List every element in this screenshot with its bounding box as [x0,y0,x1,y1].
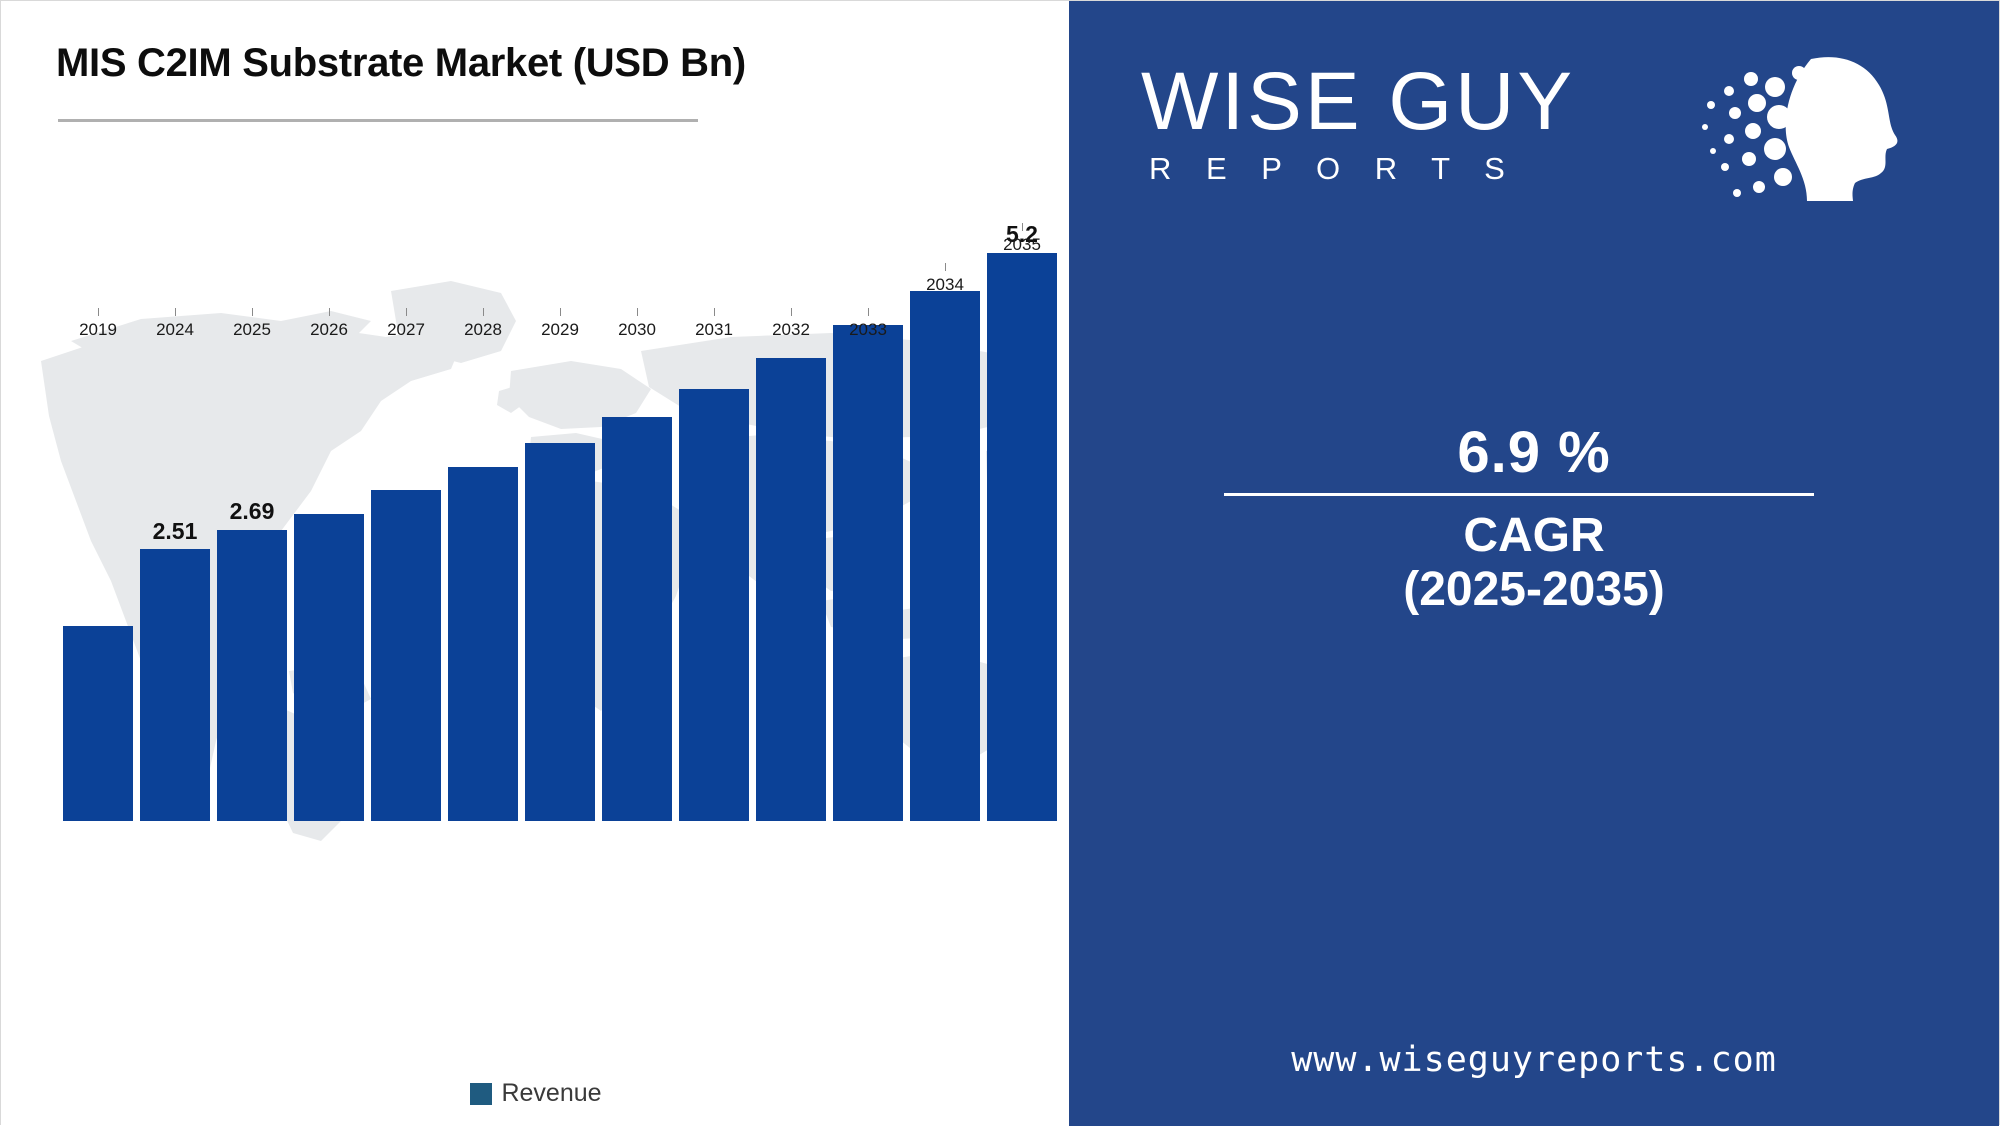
axis-tick [483,308,484,316]
bar-2025[interactable] [217,530,287,821]
x-axis-label-2027: 2027 [387,320,425,339]
x-axis-label-2033: 2033 [849,320,887,339]
bar-2029[interactable] [525,443,595,821]
bar-group: 2029 [525,306,595,821]
bar-2019[interactable] [63,626,133,821]
x-axis-label-2026: 2026 [310,320,348,339]
bar-group: 2033 [833,306,903,821]
axis-tick [791,308,792,316]
brand-panel: WISE GUY R E P O R T S [1069,1,1999,1126]
bar-2031[interactable] [679,389,749,821]
bar-group: 2019 [63,306,133,821]
axis-tick [98,308,99,316]
axis-tick [175,308,176,316]
cagr-value: 6.9 % [1457,420,1611,485]
x-axis-label-2019: 2019 [79,320,117,339]
bar-group: 2030 [602,306,672,821]
x-axis-label-2032: 2032 [772,320,810,339]
bar-2026[interactable] [294,514,364,821]
svg-text:R E P O R T S: R E P O R T S [1149,151,1518,186]
chart-panel: MIS C2IM Substrate Market (USD Bn) [1,1,1071,1126]
bar-group: 2.69 2025 [217,306,287,821]
cagr-divider [1224,493,1814,496]
axis-tick [868,308,869,316]
bar-group: 2.51 2024 [140,306,210,821]
bar-2030[interactable] [602,417,672,821]
bar-2035[interactable] [987,253,1057,821]
cagr-label-line2: (2025-2035) [1403,562,1665,616]
axis-tick [945,263,946,271]
title-divider [58,119,698,122]
bar-2034[interactable] [910,291,980,821]
bar-2028[interactable] [448,467,518,821]
bar-group: 2027 [371,306,441,821]
x-axis-label-2034: 2034 [926,275,964,294]
x-axis-label-2025: 2025 [233,320,271,339]
x-axis-label-2030: 2030 [618,320,656,339]
cagr-label: CAGR (2025-2035) [1069,509,1999,617]
bar-group: 2031 [679,306,749,821]
axis-tick [560,308,561,316]
x-axis-label-2024: 2024 [156,320,194,339]
bar-group: 2034 [910,261,980,821]
bar-2032[interactable] [756,358,826,821]
bar-value-label: 2.69 [229,498,275,524]
bar-group: 5.2 2035 [987,221,1057,821]
bar-group: 2032 [756,306,826,821]
x-axis-label-2028: 2028 [464,320,502,339]
legend-label-revenue: Revenue [501,1079,602,1107]
bar-2033[interactable] [833,325,903,821]
legend-swatch-revenue [470,1082,493,1105]
chart-legend: Revenue [1,1079,1071,1108]
svg-text:WISE GUY: WISE GUY [1141,56,1575,147]
axis-tick [329,308,330,316]
bar-group: 2026 [294,306,364,821]
website-url[interactable]: www.wiseguyreports.com [1291,1040,1777,1080]
page-title: MIS C2IM Substrate Market (USD Bn) [56,41,746,85]
cagr-label-line1: CAGR [1463,509,1605,562]
bar-2027[interactable] [371,490,441,821]
bar-2024[interactable] [140,549,210,821]
plot-area: 2019 2.51 2024 2.69 2025 2026 [1,1,1071,1126]
bar-value-label: 2.51 [152,518,198,544]
axis-tick [637,308,638,316]
x-axis-label-2035: 2035 [1003,235,1041,254]
axis-tick [252,308,253,316]
wiseguy-reports-logo-icon: WISE GUY R E P O R T S [1141,56,1898,201]
bar-group: 2028 [448,306,518,821]
x-axis-label-2029: 2029 [541,320,579,339]
axis-tick [1022,223,1023,231]
bar-value-label: 5.2 [1006,221,1038,247]
x-axis-label-2031: 2031 [695,320,733,339]
wiseguy-logo[interactable]: WISE GUY R E P O R T S [1069,51,1999,211]
axis-tick [406,308,407,316]
axis-tick [714,308,715,316]
